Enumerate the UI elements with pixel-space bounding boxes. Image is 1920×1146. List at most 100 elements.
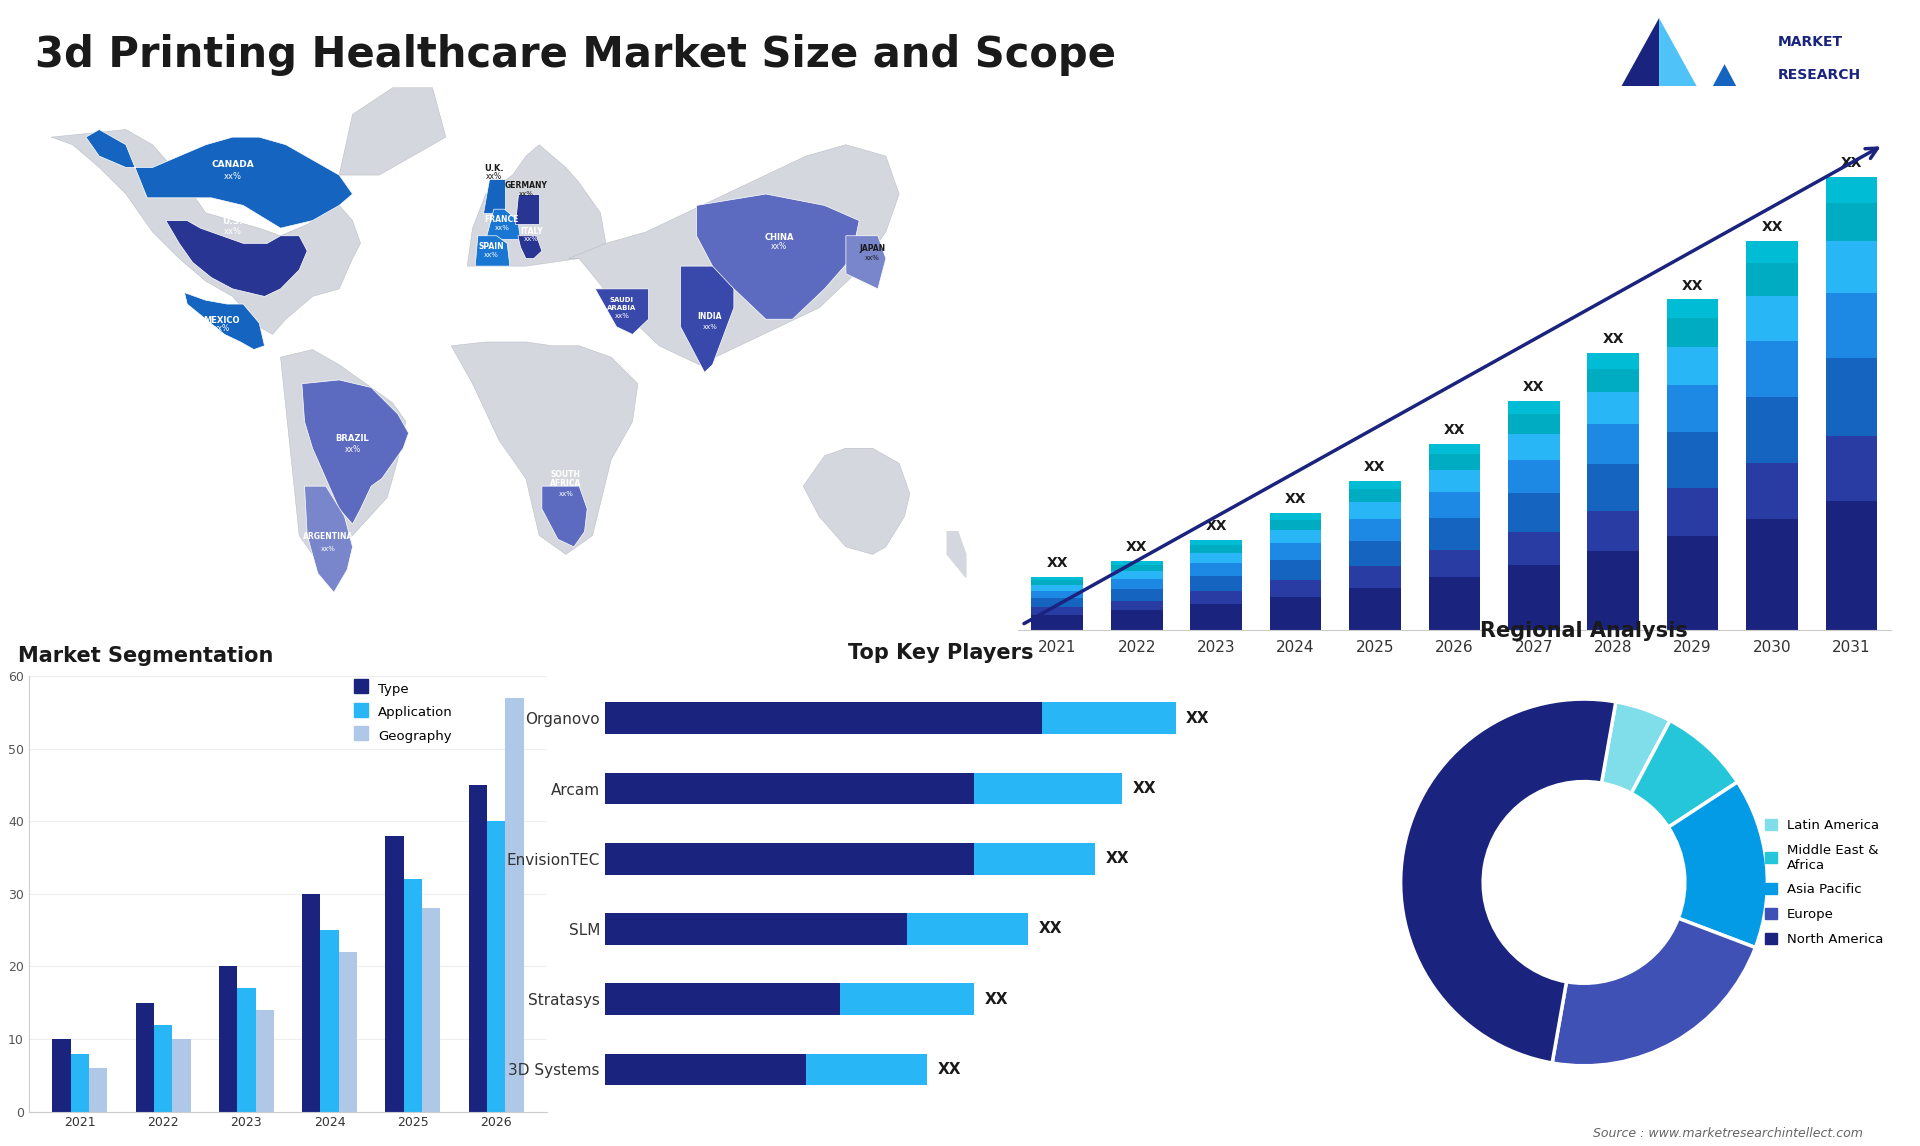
Bar [173,1039,190,1112]
Bar [1269,597,1321,630]
Polygon shape [1686,64,1763,136]
Polygon shape [305,486,353,592]
Bar [1112,565,1162,571]
Text: XX: XX [1603,332,1624,346]
Bar [1350,566,1402,588]
Text: JAPAN: JAPAN [860,244,885,253]
Bar [1031,598,1083,607]
Text: XX: XX [1365,460,1386,474]
Text: xx%: xx% [223,227,242,236]
Bar [1031,584,1083,590]
Bar [1112,601,1162,611]
Bar [1190,544,1242,552]
Bar [488,822,505,1112]
Text: INDIA: INDIA [697,312,722,321]
Bar [1269,529,1321,543]
Text: XX: XX [1206,519,1227,533]
Text: XX: XX [1187,711,1210,725]
Legend: Type, Application, Geography: Type, Application, Geography [357,683,453,743]
Bar [1112,579,1162,589]
Text: Market Segmentation: Market Segmentation [19,646,275,666]
Text: xx%: xx% [614,314,630,320]
Text: xx%: xx% [524,236,540,243]
Text: INTELLECT: INTELLECT [1778,100,1841,112]
Polygon shape [697,194,860,320]
Bar [154,1025,173,1112]
Bar [1747,262,1797,297]
Bar [1507,460,1559,493]
Bar [1031,607,1083,615]
Bar [1826,435,1878,501]
Bar [1112,560,1162,565]
Text: AFRICA: AFRICA [551,479,582,488]
Text: XX: XX [937,1062,960,1077]
Bar [841,983,975,1015]
Bar [1507,433,1559,460]
Bar [1826,203,1878,242]
Text: ARABIA: ARABIA [607,305,637,311]
Bar [238,988,255,1112]
Bar [1350,481,1402,489]
Wedge shape [1632,721,1738,827]
Text: xx%: xx% [321,545,336,551]
Polygon shape [476,236,511,266]
Wedge shape [1668,782,1766,948]
Bar [1826,358,1878,435]
Bar [1826,176,1878,203]
Text: xx%: xx% [866,256,879,261]
Bar [1190,575,1242,591]
Polygon shape [518,236,541,259]
Text: xx%: xx% [772,242,787,251]
Polygon shape [484,179,505,213]
Bar [321,931,338,1112]
Text: Source : www.marketresearchintellect.com: Source : www.marketresearchintellect.com [1592,1128,1862,1140]
Text: xx%: xx% [703,323,718,330]
Bar [1507,565,1559,630]
Bar [1747,397,1797,463]
Text: XX: XX [1284,492,1306,507]
Bar [1507,401,1559,414]
Bar [1588,511,1640,551]
Polygon shape [467,144,607,266]
Bar [1428,470,1480,492]
Bar [1667,299,1718,319]
Bar [1190,540,1242,544]
Bar [1826,242,1878,293]
Bar [1588,353,1640,369]
Bar [1588,424,1640,464]
Bar [1747,297,1797,340]
Title: Regional Analysis: Regional Analysis [1480,620,1688,641]
Bar [975,772,1123,804]
Bar [1667,536,1718,630]
Text: GERMANY: GERMANY [505,181,547,190]
Bar [605,843,975,874]
Text: MEXICO: MEXICO [204,316,240,325]
Text: XX: XX [1761,220,1784,234]
Bar [1588,551,1640,630]
Text: SPAIN: SPAIN [478,242,505,251]
Bar [1428,492,1480,518]
Bar [1190,604,1242,630]
Bar [505,698,524,1112]
Bar [1031,576,1083,580]
Bar [1190,552,1242,563]
Bar [1269,580,1321,597]
Bar [52,1039,71,1112]
Polygon shape [184,292,265,350]
Text: 3d Printing Healthcare Market Size and Scope: 3d Printing Healthcare Market Size and S… [35,34,1116,77]
Bar [71,1053,88,1112]
Bar [1190,591,1242,604]
Polygon shape [280,350,405,573]
Bar [1667,385,1718,432]
Bar [219,966,238,1112]
Text: xx%: xx% [484,252,499,258]
Text: xx%: xx% [559,490,574,496]
Bar [1507,414,1559,433]
Polygon shape [568,144,899,364]
Bar [1667,347,1718,385]
Bar [806,1053,927,1085]
Bar [605,983,841,1015]
Bar [468,785,488,1112]
Text: CHINA: CHINA [764,233,795,242]
Bar [1747,340,1797,397]
